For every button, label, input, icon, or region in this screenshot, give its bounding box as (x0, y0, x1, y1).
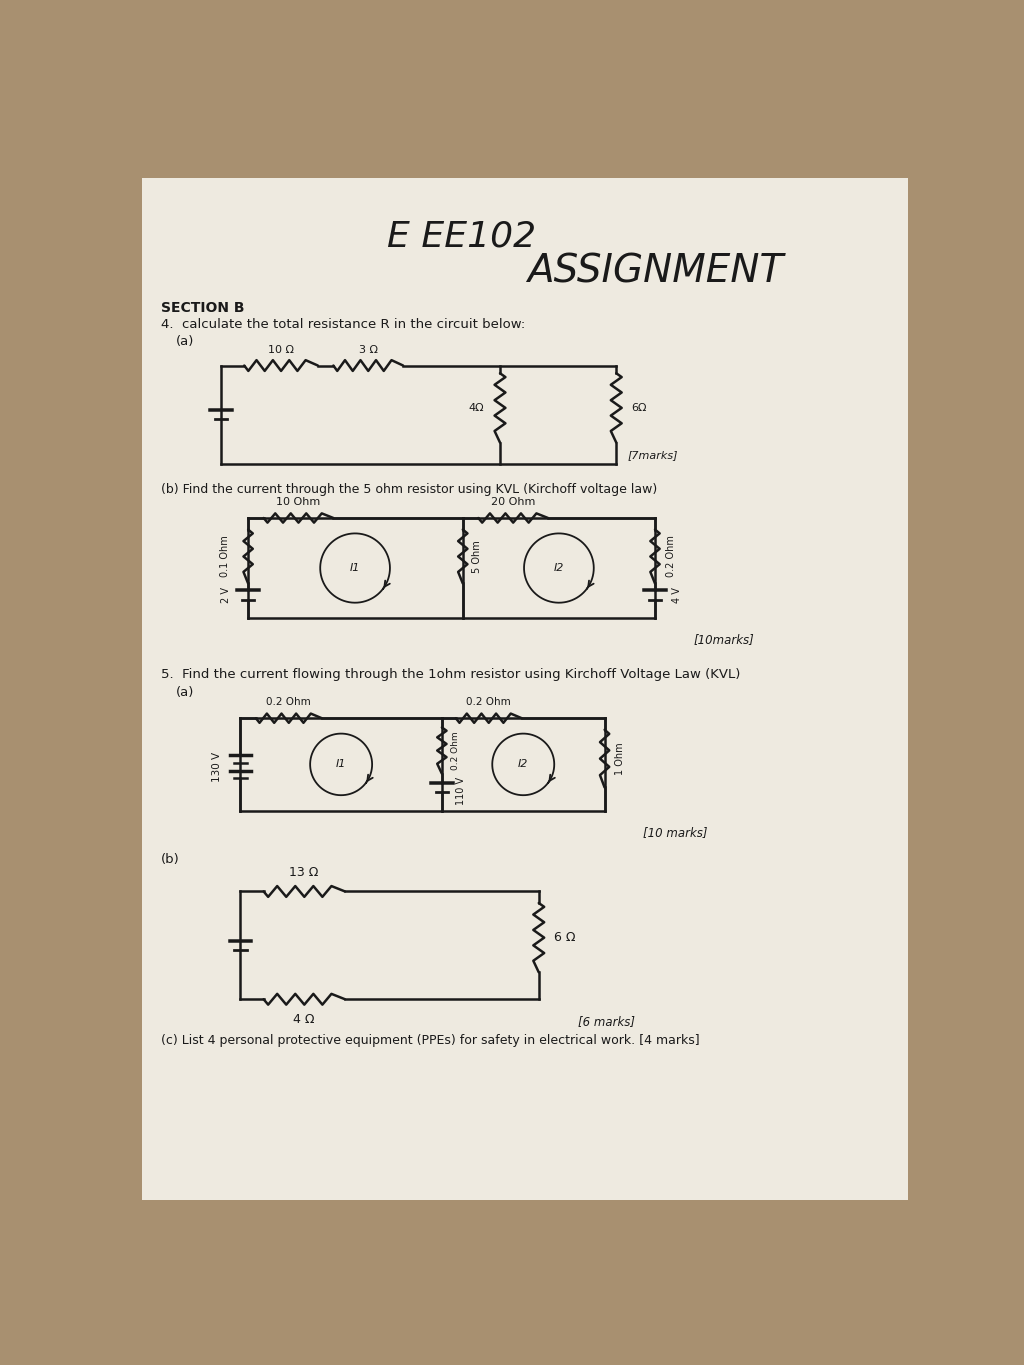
FancyBboxPatch shape (142, 177, 907, 1200)
Text: 5.  Find the current flowing through the 1ohm resistor using Kirchoff Voltage La: 5. Find the current flowing through the … (161, 667, 740, 681)
Text: (c) List 4 personal protective equipment (PPEs) for safety in electrical work. [: (c) List 4 personal protective equipment… (161, 1033, 699, 1047)
Text: 130 V: 130 V (212, 752, 222, 782)
Text: 4Ω: 4Ω (469, 403, 484, 412)
Text: 6 Ω: 6 Ω (554, 931, 575, 945)
Text: (a): (a) (176, 685, 195, 699)
Text: 0.2 Ohm: 0.2 Ohm (452, 732, 460, 770)
Text: 10 Ohm: 10 Ohm (276, 497, 321, 508)
Text: 13 Ω: 13 Ω (289, 867, 318, 879)
Text: 10 Ω: 10 Ω (267, 345, 294, 355)
Text: I2: I2 (518, 759, 528, 770)
Text: E EE102: E EE102 (387, 220, 536, 254)
Text: 3 Ω: 3 Ω (358, 345, 378, 355)
Text: 5 Ohm: 5 Ohm (472, 541, 482, 573)
Text: (b) Find the current through the 5 ohm resistor using KVL (Kirchoff voltage law): (b) Find the current through the 5 ohm r… (161, 483, 656, 497)
Text: 0.2 Ohm: 0.2 Ohm (666, 535, 676, 577)
Text: I1: I1 (350, 562, 360, 573)
Text: 0.2 Ohm: 0.2 Ohm (466, 698, 511, 707)
Text: 4 V: 4 V (672, 587, 682, 603)
Text: 0.2 Ohm: 0.2 Ohm (266, 698, 311, 707)
Text: 4 Ω: 4 Ω (293, 1013, 314, 1026)
Text: (b): (b) (161, 853, 179, 865)
Text: I1: I1 (336, 759, 346, 770)
Text: I2: I2 (554, 562, 564, 573)
Text: 2 V: 2 V (221, 587, 231, 603)
Text: [10 marks]: [10 marks] (643, 826, 708, 839)
Text: ASSIGNMENT: ASSIGNMENT (527, 253, 783, 291)
Text: 6Ω: 6Ω (632, 403, 647, 412)
Text: 1 Ohm: 1 Ohm (615, 743, 626, 774)
Text: 4.  calculate the total resistance R in the circuit below:: 4. calculate the total resistance R in t… (161, 318, 524, 330)
Text: 0.1 Ohm: 0.1 Ohm (219, 535, 229, 577)
Text: 110 V: 110 V (456, 777, 466, 805)
Text: SECTION B: SECTION B (161, 300, 244, 315)
Text: [7marks]: [7marks] (628, 450, 678, 460)
Text: (a): (a) (176, 334, 195, 348)
Text: [10marks]: [10marks] (693, 633, 755, 647)
Text: 20 Ohm: 20 Ohm (490, 497, 536, 508)
Text: [6 marks]: [6 marks] (578, 1014, 635, 1028)
